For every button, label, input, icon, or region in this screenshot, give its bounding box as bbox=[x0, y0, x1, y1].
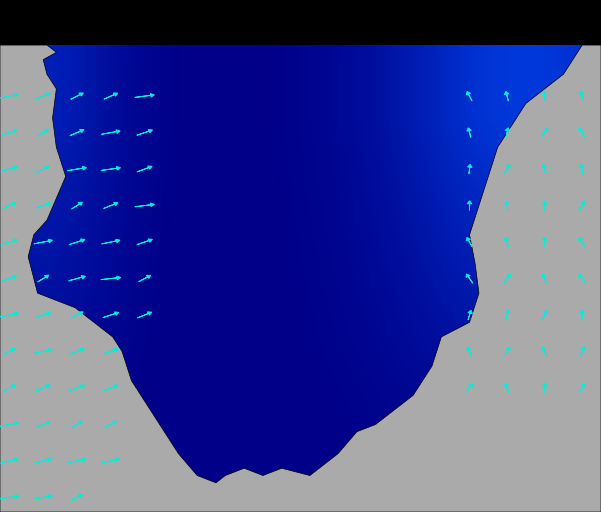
FancyArrow shape bbox=[69, 239, 85, 245]
FancyArrow shape bbox=[542, 310, 548, 319]
FancyArrow shape bbox=[1, 239, 18, 244]
FancyArrow shape bbox=[105, 421, 117, 428]
FancyArrow shape bbox=[36, 421, 50, 428]
FancyArrow shape bbox=[466, 274, 473, 283]
FancyArrow shape bbox=[35, 458, 52, 463]
FancyArrow shape bbox=[0, 421, 19, 426]
FancyArrow shape bbox=[34, 239, 52, 244]
FancyArrow shape bbox=[69, 275, 85, 281]
FancyArrow shape bbox=[71, 312, 83, 318]
FancyArrow shape bbox=[542, 274, 547, 283]
FancyArrow shape bbox=[137, 166, 152, 172]
FancyArrow shape bbox=[72, 494, 82, 501]
FancyArrow shape bbox=[504, 347, 510, 356]
FancyArrow shape bbox=[504, 383, 509, 393]
FancyArrow shape bbox=[135, 203, 154, 207]
FancyArrow shape bbox=[1, 166, 18, 172]
FancyArrow shape bbox=[139, 275, 151, 282]
FancyArrow shape bbox=[135, 94, 154, 97]
FancyArrow shape bbox=[505, 128, 510, 137]
FancyArrow shape bbox=[580, 347, 585, 356]
FancyArrow shape bbox=[466, 238, 472, 247]
FancyArrow shape bbox=[69, 385, 85, 391]
FancyArrow shape bbox=[0, 312, 19, 317]
FancyArrow shape bbox=[468, 310, 472, 320]
FancyArrow shape bbox=[102, 130, 120, 134]
FancyArrow shape bbox=[34, 349, 52, 353]
FancyArrow shape bbox=[104, 93, 118, 99]
FancyArrow shape bbox=[103, 348, 118, 354]
Polygon shape bbox=[0, 45, 601, 512]
FancyArrow shape bbox=[38, 129, 49, 136]
FancyArrow shape bbox=[504, 274, 511, 283]
FancyArrow shape bbox=[70, 130, 84, 136]
Text: Arrows show the wind wave direction: Arrows show the wind wave direction bbox=[171, 29, 430, 43]
FancyArrow shape bbox=[138, 312, 152, 318]
FancyArrow shape bbox=[137, 130, 153, 135]
FancyArrow shape bbox=[467, 128, 471, 137]
FancyArrow shape bbox=[68, 458, 87, 463]
FancyArrow shape bbox=[504, 237, 509, 247]
FancyArrow shape bbox=[467, 201, 472, 210]
FancyArrow shape bbox=[103, 385, 118, 391]
FancyArrow shape bbox=[101, 166, 121, 170]
FancyArrow shape bbox=[103, 202, 118, 208]
FancyArrow shape bbox=[579, 128, 585, 137]
FancyArrow shape bbox=[542, 164, 546, 174]
FancyArrow shape bbox=[36, 385, 50, 391]
FancyArrow shape bbox=[102, 458, 120, 463]
FancyArrow shape bbox=[71, 93, 84, 99]
FancyArrow shape bbox=[580, 201, 585, 210]
FancyArrow shape bbox=[70, 348, 85, 354]
FancyArrow shape bbox=[579, 383, 586, 393]
FancyArrow shape bbox=[543, 383, 547, 393]
FancyArrow shape bbox=[504, 91, 509, 101]
FancyArrow shape bbox=[542, 201, 547, 210]
FancyArrow shape bbox=[505, 201, 509, 210]
FancyArrow shape bbox=[542, 91, 547, 101]
FancyArrow shape bbox=[38, 275, 49, 282]
FancyArrow shape bbox=[579, 238, 585, 247]
FancyArrow shape bbox=[2, 202, 16, 208]
FancyArrow shape bbox=[579, 274, 586, 283]
FancyArrow shape bbox=[466, 383, 473, 393]
FancyArrow shape bbox=[2, 130, 17, 135]
FancyArrow shape bbox=[35, 312, 51, 317]
FancyArrow shape bbox=[505, 310, 510, 320]
FancyArrow shape bbox=[504, 164, 510, 174]
FancyArrow shape bbox=[35, 202, 51, 208]
FancyArrow shape bbox=[4, 348, 15, 355]
FancyArrow shape bbox=[1, 458, 18, 463]
FancyArrow shape bbox=[580, 310, 585, 320]
FancyArrow shape bbox=[3, 385, 16, 391]
FancyArrow shape bbox=[72, 202, 82, 209]
FancyArrow shape bbox=[137, 239, 153, 245]
FancyArrow shape bbox=[2, 275, 17, 282]
FancyArrow shape bbox=[542, 347, 548, 356]
FancyArrow shape bbox=[101, 276, 121, 280]
FancyArrow shape bbox=[466, 92, 472, 101]
FancyArrow shape bbox=[72, 421, 82, 428]
FancyArrow shape bbox=[102, 239, 120, 244]
FancyArrow shape bbox=[36, 93, 50, 99]
FancyArrow shape bbox=[34, 495, 53, 499]
FancyArrow shape bbox=[542, 237, 547, 247]
FancyArrow shape bbox=[542, 128, 548, 137]
FancyArrow shape bbox=[468, 164, 472, 174]
FancyArrow shape bbox=[466, 347, 471, 356]
FancyArrow shape bbox=[579, 91, 584, 101]
Text: Primary Swell energy on Friday 11 Oct at 11pm CAT: Primary Swell energy on Friday 11 Oct at… bbox=[67, 6, 534, 24]
FancyArrow shape bbox=[67, 166, 87, 170]
FancyArrow shape bbox=[103, 312, 119, 317]
FancyArrow shape bbox=[0, 93, 19, 98]
FancyArrow shape bbox=[37, 166, 49, 172]
FancyArrow shape bbox=[579, 164, 584, 174]
FancyArrow shape bbox=[0, 495, 19, 499]
